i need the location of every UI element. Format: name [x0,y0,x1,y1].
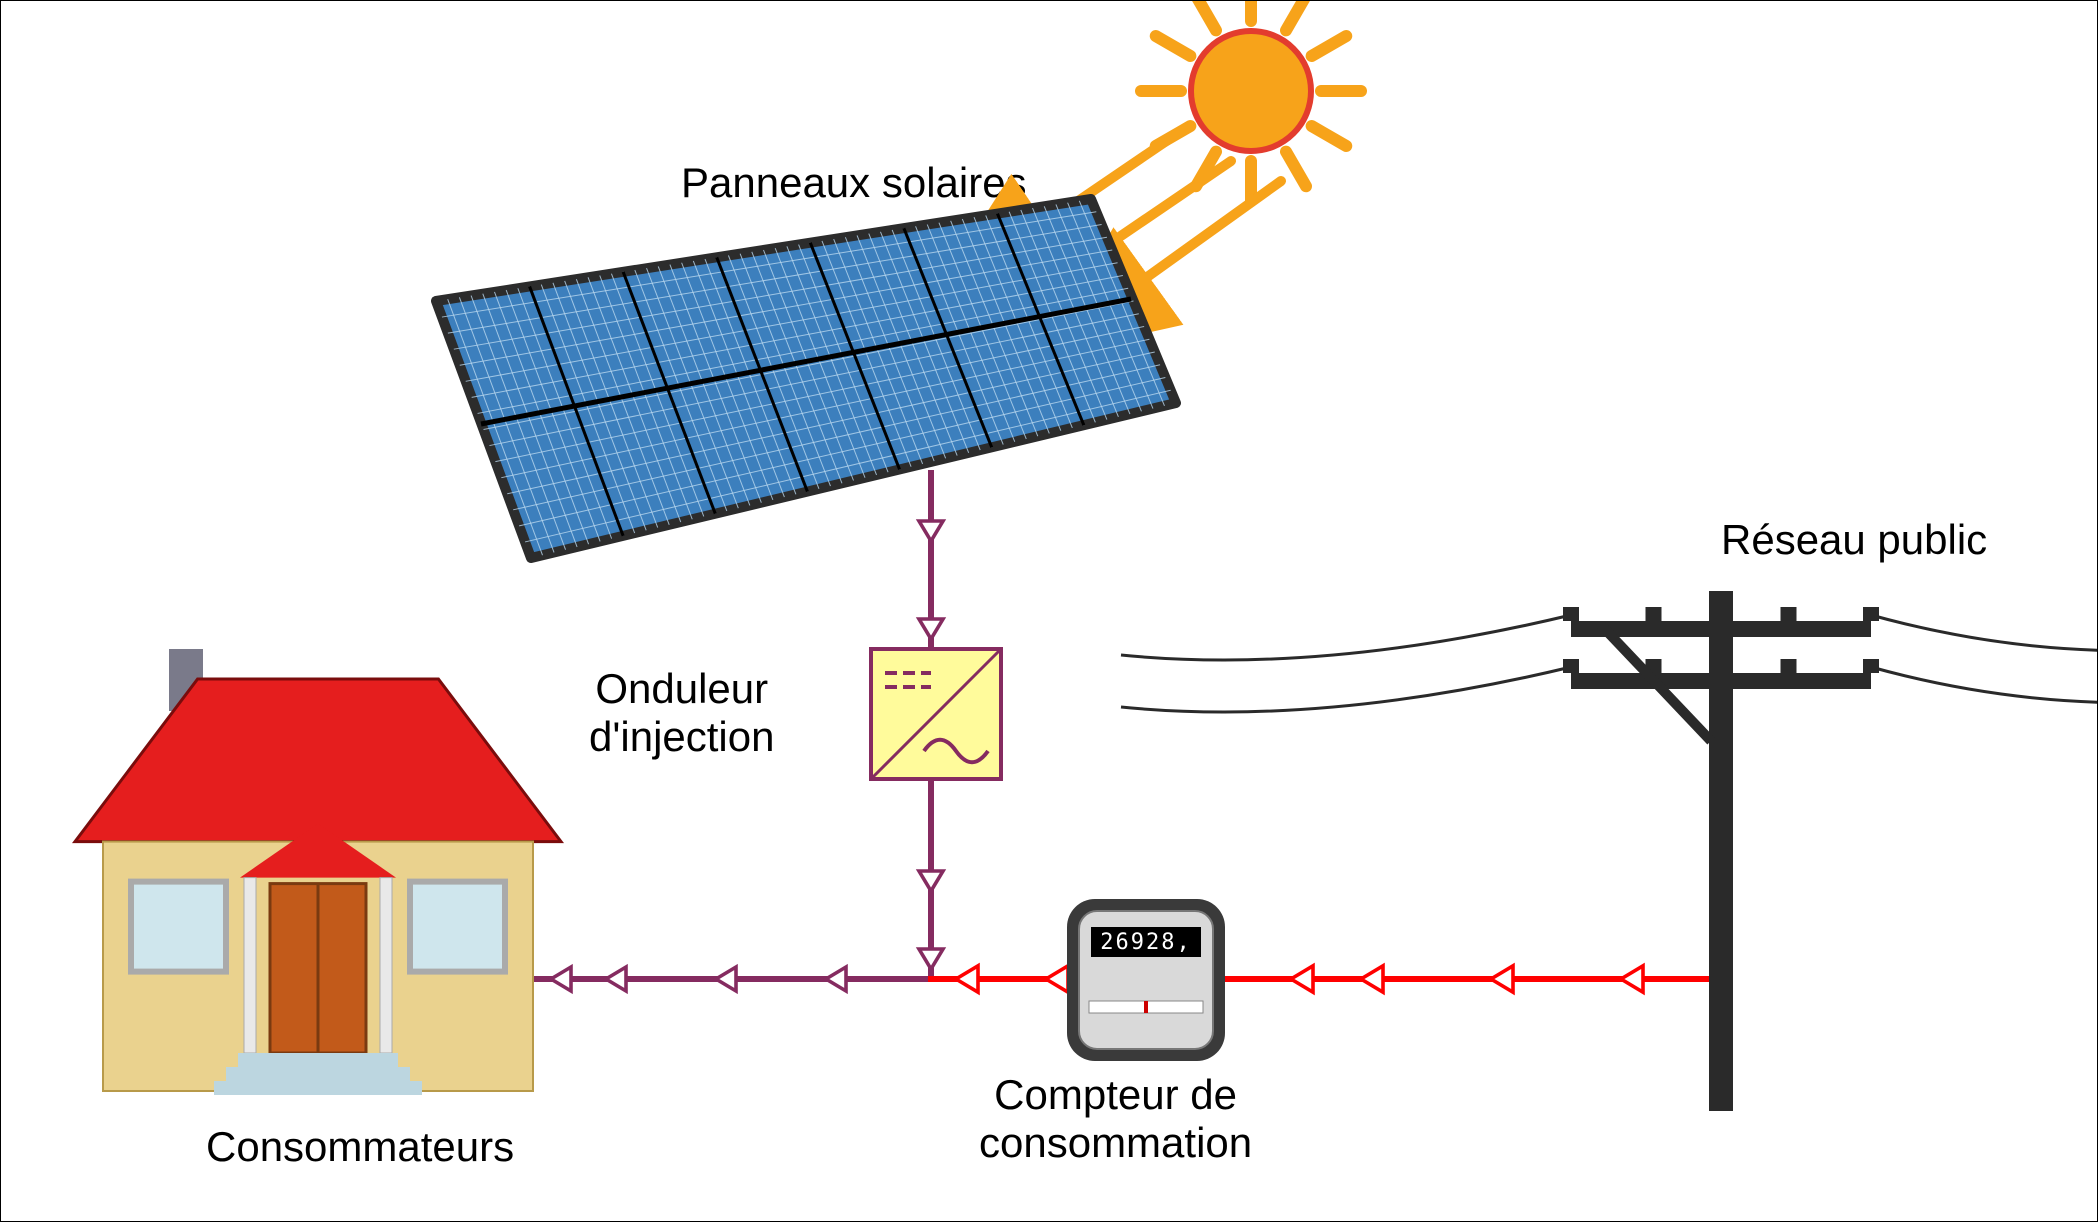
solar-panels-icon [436,199,1176,558]
house-icon [75,649,561,1095]
inverter-icon [871,649,1001,779]
svg-text:26928,: 26928, [1100,930,1191,955]
diagram-canvas: Panneaux solaires Onduleur d'injection R… [0,0,2098,1222]
flow-red [931,966,1721,992]
diagram-svg: 26928, [1,1,2098,1222]
meter-icon: 26928, [1067,899,1225,1061]
utility-pole-icon [1121,591,2098,1111]
